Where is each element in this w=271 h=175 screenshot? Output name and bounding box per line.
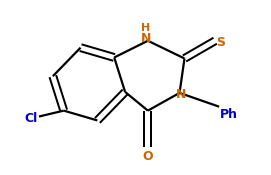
Text: O: O — [143, 150, 153, 163]
Text: H: H — [141, 23, 150, 33]
Text: N: N — [176, 88, 187, 101]
Text: N: N — [141, 32, 151, 45]
Text: S: S — [217, 36, 226, 49]
Text: Cl: Cl — [24, 112, 38, 125]
Text: Ph: Ph — [220, 108, 238, 121]
